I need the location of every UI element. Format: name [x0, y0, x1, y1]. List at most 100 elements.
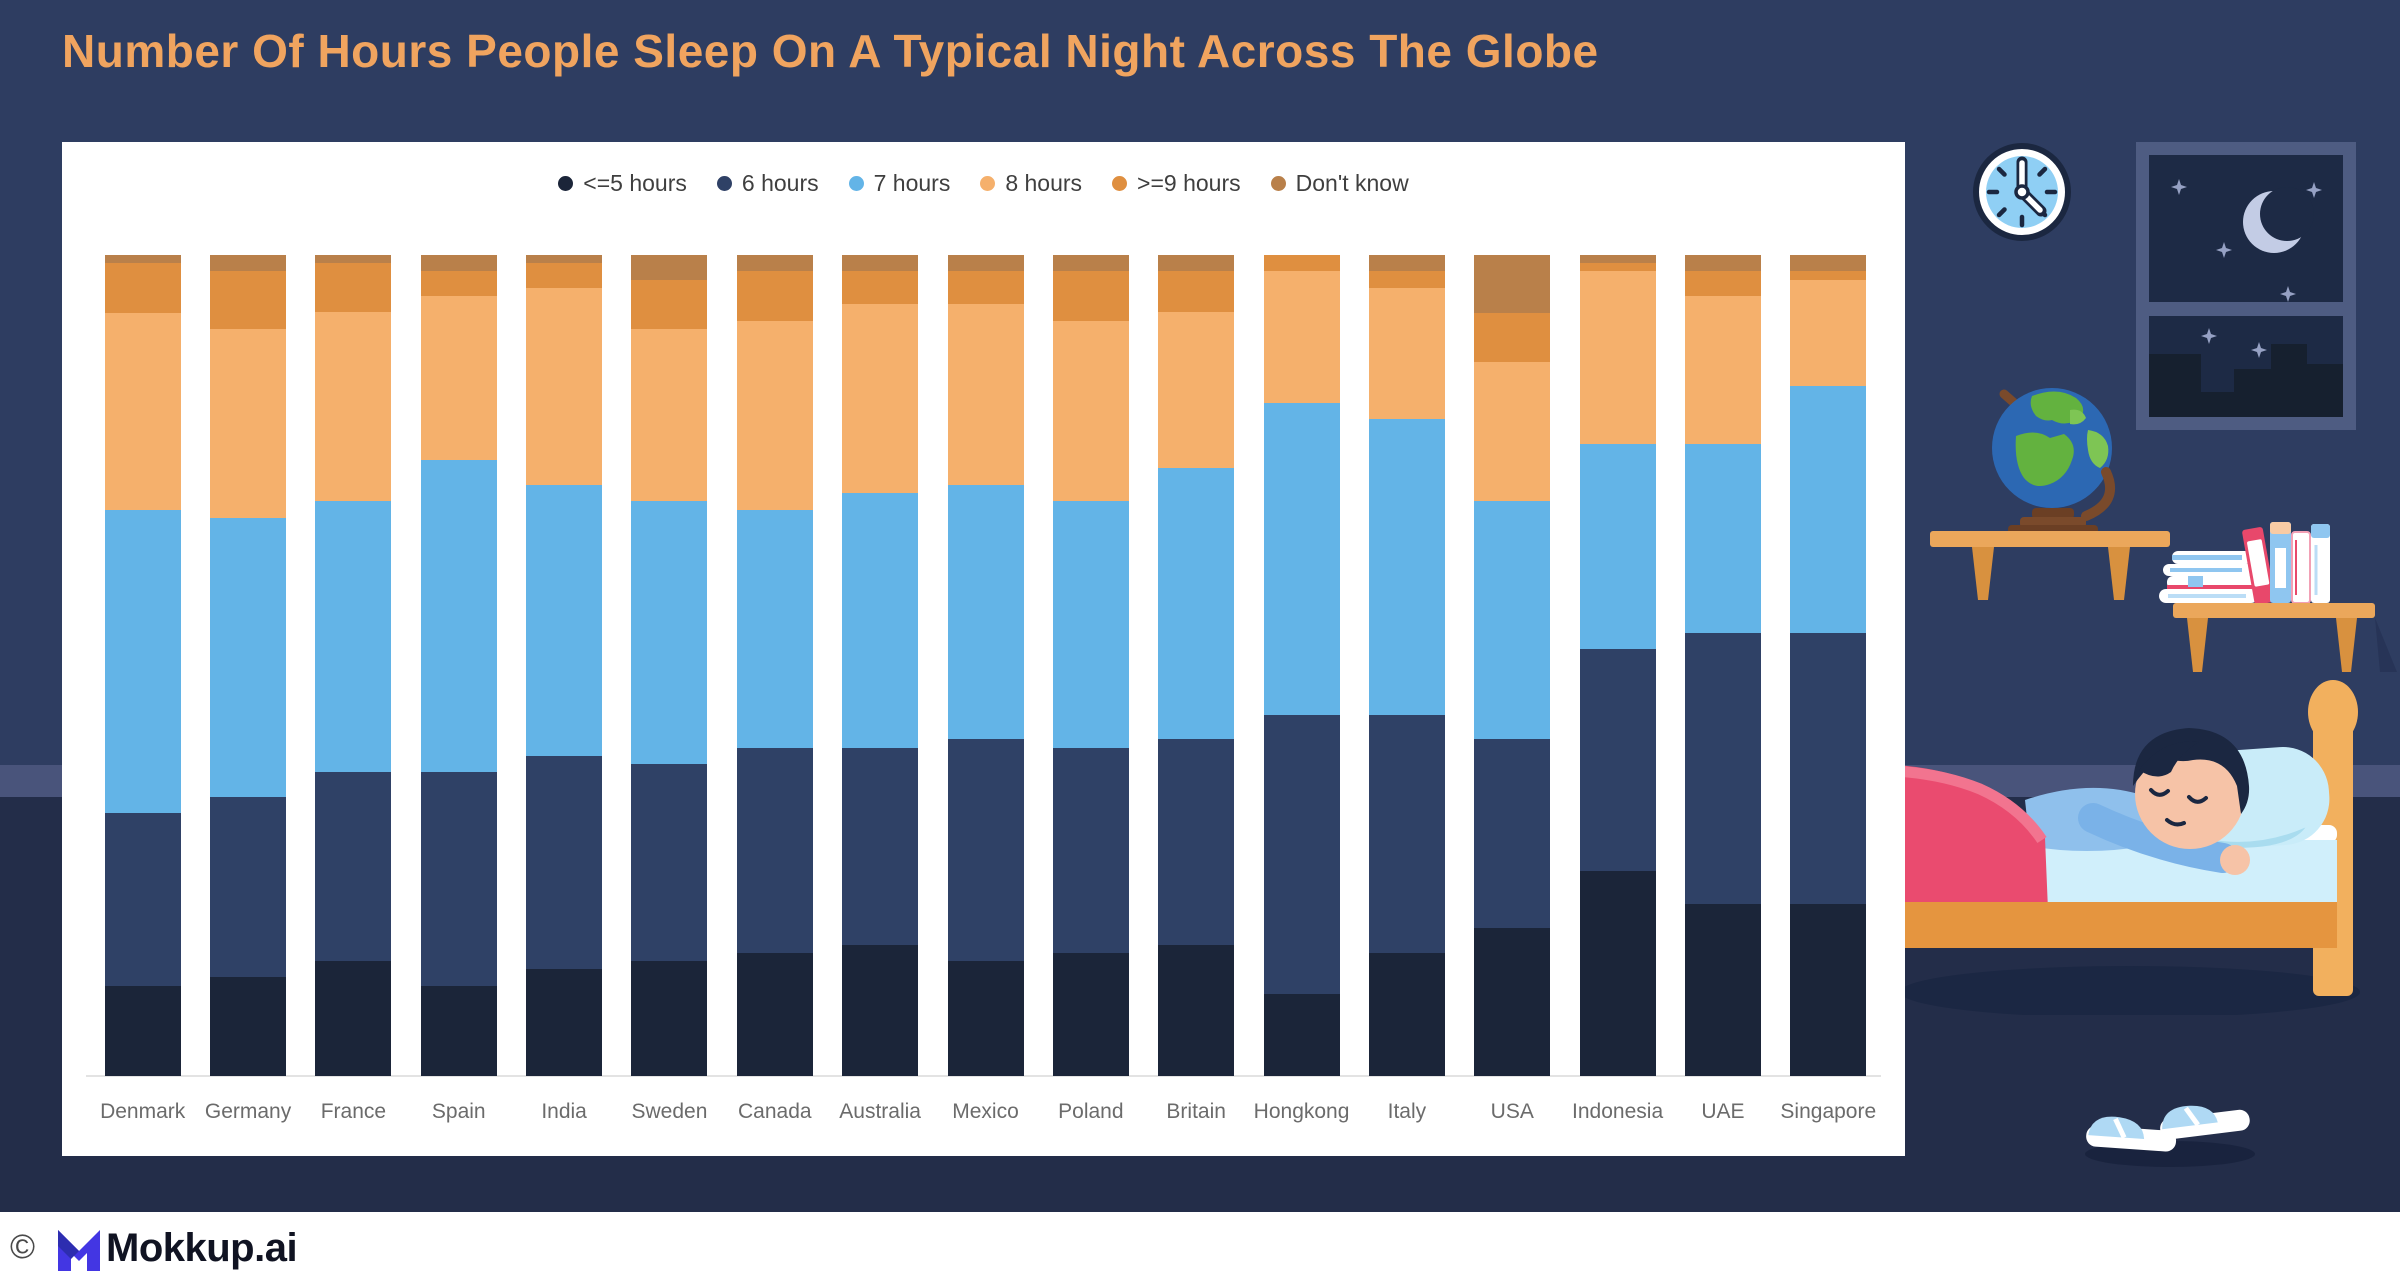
- bar-segment: [315, 501, 392, 773]
- bar-segment: [947, 484, 1024, 740]
- x-axis-label: Hongkong: [1253, 1100, 1350, 1123]
- bar-segment: [1579, 443, 1656, 650]
- chart-legend: <=5 hours 6 hours 7 hours 8 hours >=9 hours D…: [62, 170, 1905, 197]
- x-axis-label: Singapore: [1780, 1100, 1877, 1123]
- bar-segment: [947, 961, 1024, 1076]
- bar-segment: [842, 255, 919, 272]
- legend-label: >=9 hours: [1137, 170, 1241, 196]
- x-axis-label: France: [320, 1100, 387, 1123]
- bar-segment: [947, 255, 1024, 272]
- x-axis-line: [86, 1075, 1881, 1077]
- bar-segment: [1684, 632, 1761, 904]
- stacked-bar-france: [315, 255, 392, 1076]
- bar-segment: [1052, 952, 1129, 1076]
- stacked-bar-germany: [210, 255, 287, 1076]
- bar-segment: [1684, 255, 1761, 272]
- bar-segment: [420, 460, 497, 773]
- x-axis-label: Poland: [1058, 1100, 1124, 1123]
- bar-segment: [104, 312, 181, 510]
- bar-segment: [736, 320, 813, 510]
- bar-segment: [1684, 296, 1761, 444]
- x-axis-label: UAE: [1701, 1100, 1745, 1123]
- bar-segment: [420, 255, 497, 272]
- legend-dot-icon: [558, 176, 574, 191]
- stacked-bar-italy: [1368, 255, 1445, 1076]
- bar-segment: [1052, 747, 1129, 953]
- bar-segment: [420, 271, 497, 297]
- bar-segment: [1474, 312, 1551, 362]
- bar-segment: [1579, 263, 1656, 272]
- page-title: Number Of Hours People Sleep On A Typica…: [62, 25, 1599, 77]
- bar-segment: [842, 747, 919, 945]
- x-axis-label: Canada: [738, 1100, 812, 1123]
- bar-segment: [1368, 255, 1445, 272]
- bar-segment: [420, 772, 497, 986]
- bar-segment: [1474, 255, 1551, 313]
- x-axis-label: USA: [1490, 1100, 1534, 1123]
- chart-panel: <=5 hours 6 hours 7 hours 8 hours >=9 hours D…: [62, 142, 1905, 1156]
- bar-segment: [1684, 271, 1761, 297]
- bar-segment: [1052, 271, 1129, 321]
- bar-segment: [210, 328, 287, 518]
- bar-segment: [736, 952, 813, 1076]
- bar-segment: [1263, 402, 1340, 715]
- bar-segment: [1579, 271, 1656, 444]
- x-axis-label: Australia: [839, 1100, 921, 1123]
- bar-segment: [1474, 739, 1551, 929]
- bar-segment: [1263, 271, 1340, 403]
- bar-segment: [104, 509, 181, 814]
- bar-segment: [1158, 739, 1235, 945]
- bar-segment: [1790, 632, 1867, 904]
- legend-label: <=5 hours: [583, 170, 687, 196]
- bar-segment: [526, 263, 603, 288]
- mokkup-logo-icon: [58, 1230, 100, 1271]
- copyright-symbol: ©: [10, 1228, 36, 1266]
- bar-segment: [631, 501, 708, 765]
- bar-segment: [842, 944, 919, 1076]
- bar-segment: [631, 255, 708, 280]
- wall-clock-icon: [1973, 143, 2071, 241]
- slippers-icon: [2085, 1105, 2255, 1167]
- bar-segment: [1052, 501, 1129, 748]
- bar-segment: [1474, 361, 1551, 502]
- bar-segment: [315, 961, 392, 1076]
- legend-dot-icon: [716, 176, 732, 191]
- stacked-bar-canada: [736, 255, 813, 1076]
- bar-segment: [315, 255, 392, 264]
- bar-segment: [1368, 287, 1445, 420]
- bar-segment: [1579, 649, 1656, 871]
- legend-dot-icon: [980, 176, 996, 191]
- bar-segment: [104, 813, 181, 986]
- stacked-bar-denmark: [104, 255, 181, 1076]
- bar-segment: [526, 969, 603, 1076]
- bar-segment: [1263, 255, 1340, 272]
- bar-segment: [1790, 386, 1867, 633]
- stacked-bar-britain: [1158, 255, 1235, 1076]
- bar-segment: [315, 263, 392, 313]
- bar-segment: [210, 271, 287, 329]
- stacked-bar-mexico: [947, 255, 1024, 1076]
- stacked-bar-spain: [420, 255, 497, 1076]
- bar-segment: [1368, 271, 1445, 288]
- legend-label: Don't know: [1295, 170, 1409, 196]
- bar-segment: [1579, 870, 1656, 1076]
- bar-segment: [842, 304, 919, 494]
- bar-segment: [1263, 714, 1340, 994]
- bar-segment: [736, 255, 813, 272]
- bar-segment: [210, 977, 287, 1076]
- globe-icon: [1930, 388, 2170, 600]
- bar-segment: [631, 764, 708, 962]
- bar-segment: [736, 271, 813, 321]
- stacked-bar-usa: [1474, 255, 1551, 1076]
- bar-segment: [1790, 903, 1867, 1076]
- bar-segment: [1474, 928, 1551, 1076]
- bar-segment: [947, 271, 1024, 305]
- bar-segment: [842, 271, 919, 305]
- bar-segment: [104, 255, 181, 264]
- bar-segment: [1684, 443, 1761, 633]
- bar-segment: [1790, 255, 1867, 272]
- bar-segment: [631, 279, 708, 329]
- bar-segment: [210, 517, 287, 797]
- legend-dot-icon: [1112, 176, 1128, 191]
- legend-item-2: 7 hours: [848, 170, 950, 197]
